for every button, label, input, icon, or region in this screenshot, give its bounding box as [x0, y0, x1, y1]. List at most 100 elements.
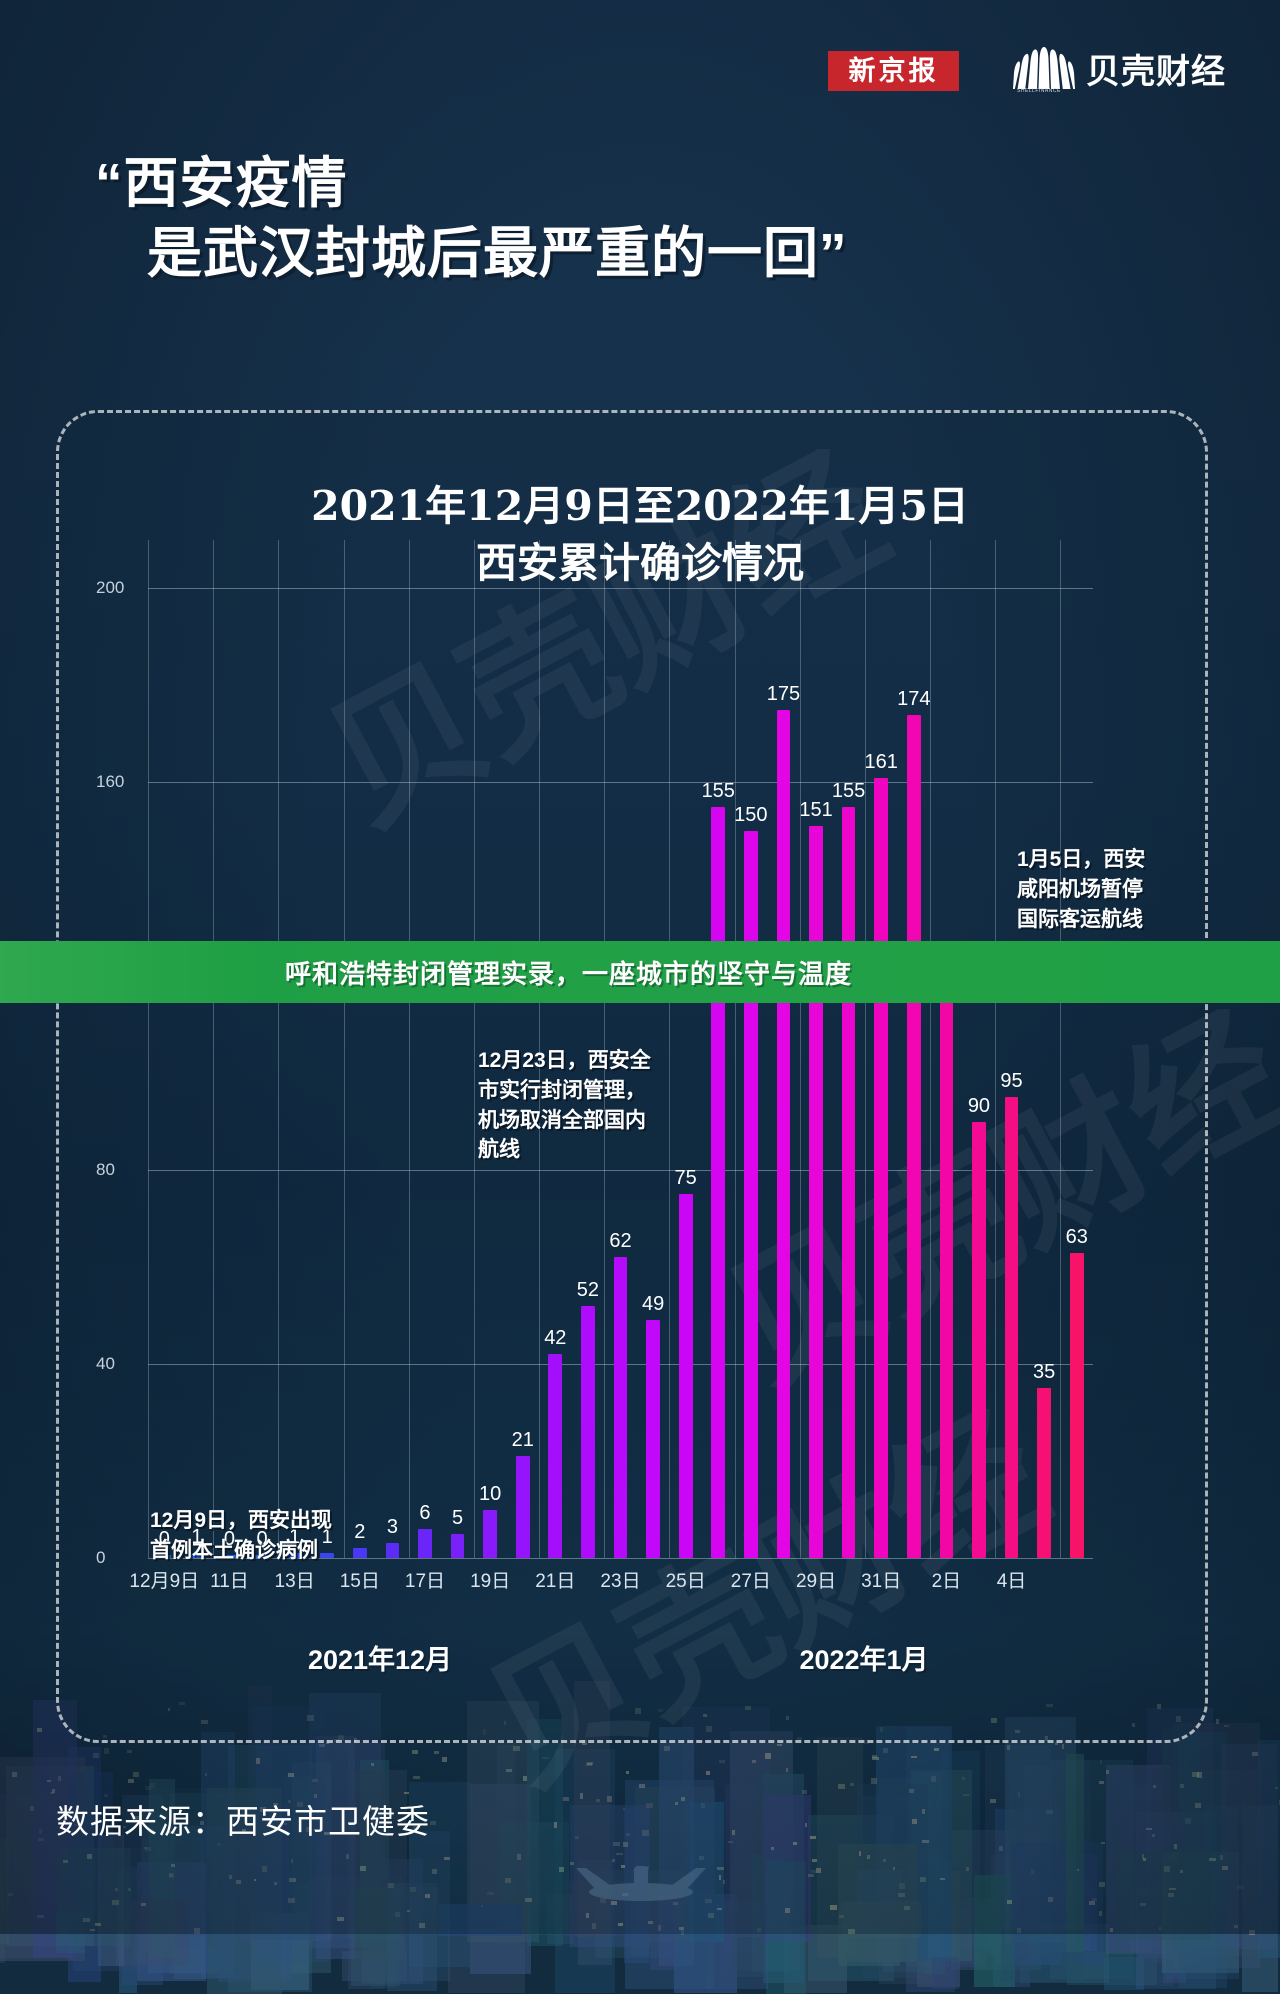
overlay-banner[interactable]: 呼和浩特封闭管理实录，一座城市的坚守与温度 — [0, 941, 1280, 1003]
bar-value-label: 42 — [544, 1327, 566, 1350]
headline-line-2: 是武汉封城后最严重的一回” — [95, 218, 1095, 288]
x-axis-tick-label: 21日 — [535, 1566, 575, 1593]
anno-dec9: 12月9日，西安出现首例本土确诊病例 — [150, 1506, 410, 1566]
headline-line-1: “西安疫情 — [95, 148, 1095, 218]
bar[interactable] — [1037, 1388, 1051, 1558]
bar-value-label: 155 — [702, 780, 735, 803]
y-axis-tick-label: 40 — [96, 1354, 115, 1374]
grid-line-vertical — [278, 540, 279, 1558]
publisher-badge: 新京报 — [828, 51, 959, 91]
bar[interactable] — [646, 1320, 660, 1558]
x-axis-tick-label: 29日 — [796, 1566, 836, 1593]
overlay-banner-text: 呼和浩特封闭管理实录，一座城市的坚守与温度 — [285, 954, 852, 991]
x-axis-tick-label: 27日 — [731, 1566, 771, 1593]
bar[interactable] — [842, 807, 856, 1558]
bar-value-label: 95 — [1000, 1070, 1022, 1093]
header: 新京报 SHELLFINANCE 贝壳财经 — [0, 0, 1280, 128]
axis-month-label-left: 2021年12月 — [308, 1638, 452, 1677]
y-axis-tick-label: 160 — [96, 772, 124, 792]
x-axis-tick-label: 17日 — [405, 1566, 445, 1593]
city-block — [1001, 1930, 1083, 1982]
bar-value-label: 5 — [452, 1507, 463, 1530]
bar[interactable] — [777, 710, 791, 1558]
x-axis-tick-label: 4日 — [997, 1566, 1027, 1593]
bar-value-label: 150 — [734, 804, 767, 827]
publisher-badge-label: 新京报 — [849, 58, 939, 85]
bar[interactable] — [940, 967, 954, 1558]
bar-value-label: 174 — [897, 688, 930, 711]
bar-value-label: 155 — [832, 780, 865, 803]
brand-logo: SHELLFINANCE 贝壳财经 — [1013, 44, 1226, 93]
bar[interactable] — [614, 1257, 628, 1558]
bar[interactable] — [744, 831, 758, 1558]
bar-value-label: 75 — [675, 1167, 697, 1190]
bar[interactable] — [1005, 1097, 1019, 1558]
grid-line-vertical — [1060, 540, 1061, 1558]
x-axis-tick-label: 25日 — [666, 1566, 706, 1593]
grid-line-vertical — [735, 540, 736, 1558]
grid-line-vertical — [148, 540, 149, 1558]
y-axis-tick-label: 80 — [96, 1160, 115, 1180]
bar-value-label: 175 — [767, 683, 800, 706]
bar-value-label: 52 — [577, 1279, 599, 1302]
y-axis-tick-label: 0 — [96, 1548, 105, 1568]
bar[interactable] — [451, 1534, 465, 1558]
anno-line: 航线 — [478, 1135, 708, 1165]
grid-line-vertical — [409, 540, 410, 1558]
brand-subtext: SHELLFINANCE — [1017, 88, 1061, 94]
data-source: 数据来源：西安市卫健委 — [56, 1795, 430, 1843]
bar-value-label: 49 — [642, 1293, 664, 1316]
anno-line: 国际客运航线 — [1017, 905, 1207, 935]
x-axis-tick-label: 13日 — [275, 1566, 315, 1593]
x-axis-tick-label: 12月9日 — [129, 1566, 199, 1593]
bar-value-label: 35 — [1033, 1361, 1055, 1384]
y-axis-tick-label: 200 — [96, 578, 124, 598]
axis-month-label-right: 2022年1月 — [799, 1638, 928, 1677]
bar[interactable] — [516, 1456, 530, 1558]
x-axis-tick-label: 23日 — [600, 1566, 640, 1593]
x-axis-tick-label: 11日 — [210, 1566, 249, 1593]
anno-line: 市实行封闭管理， — [478, 1076, 708, 1106]
anno-line: 咸阳机场暂停 — [1017, 875, 1207, 905]
bar[interactable] — [418, 1529, 432, 1558]
grid-line-vertical — [344, 540, 345, 1558]
anno-line: 机场取消全部国内 — [478, 1106, 708, 1136]
anno-line: 12月9日，西安出现 — [150, 1506, 410, 1536]
bar[interactable] — [874, 778, 888, 1558]
grid-line-vertical — [995, 540, 996, 1558]
airplane-icon — [556, 1852, 726, 1922]
bar-value-label: 6 — [419, 1502, 430, 1525]
x-axis-tick-label: 31日 — [861, 1566, 901, 1593]
anno-jan5: 1月5日，西安咸阳机场暂停国际客运航线 — [1017, 845, 1207, 934]
bar-value-label: 63 — [1066, 1226, 1088, 1249]
bar[interactable] — [809, 826, 823, 1558]
bar[interactable] — [679, 1194, 693, 1558]
bar[interactable] — [711, 807, 725, 1558]
anno-line: 12月23日，西安全 — [478, 1046, 708, 1076]
anno-line: 首例本土确诊病例 — [150, 1536, 410, 1566]
shell-icon: SHELLFINANCE — [1013, 45, 1075, 93]
bar-value-label: 21 — [512, 1429, 534, 1452]
grid-line-vertical — [213, 540, 214, 1558]
x-axis-tick-label: 19日 — [470, 1566, 510, 1593]
bar[interactable] — [907, 715, 921, 1558]
bar[interactable] — [972, 1122, 986, 1558]
anno-line: 1月5日，西安 — [1017, 845, 1207, 875]
x-axis-tick-label: 15日 — [340, 1566, 380, 1593]
bar-value-label: 90 — [968, 1095, 990, 1118]
bar-value-label: 10 — [479, 1483, 501, 1506]
bar-value-label: 62 — [609, 1230, 631, 1253]
bar-value-label: 151 — [799, 799, 832, 822]
bar[interactable] — [483, 1510, 497, 1558]
anno-dec23: 12月23日，西安全市实行封闭管理，机场取消全部国内航线 — [478, 1046, 708, 1165]
bar[interactable] — [548, 1354, 562, 1558]
brand-name: 贝壳财经 — [1086, 44, 1226, 93]
bar-value-label: 161 — [865, 751, 898, 774]
bar[interactable] — [1070, 1253, 1084, 1558]
page-title: “西安疫情 是武汉封城后最严重的一回” — [95, 148, 1095, 289]
x-axis-tick-label: 2日 — [932, 1566, 962, 1593]
chart-title-line-1: 2021年12月9日至2022年1月5日 — [0, 478, 1280, 535]
grid-line-horizontal — [148, 782, 1093, 783]
city-block — [932, 1957, 960, 1989]
bar[interactable] — [581, 1306, 595, 1558]
